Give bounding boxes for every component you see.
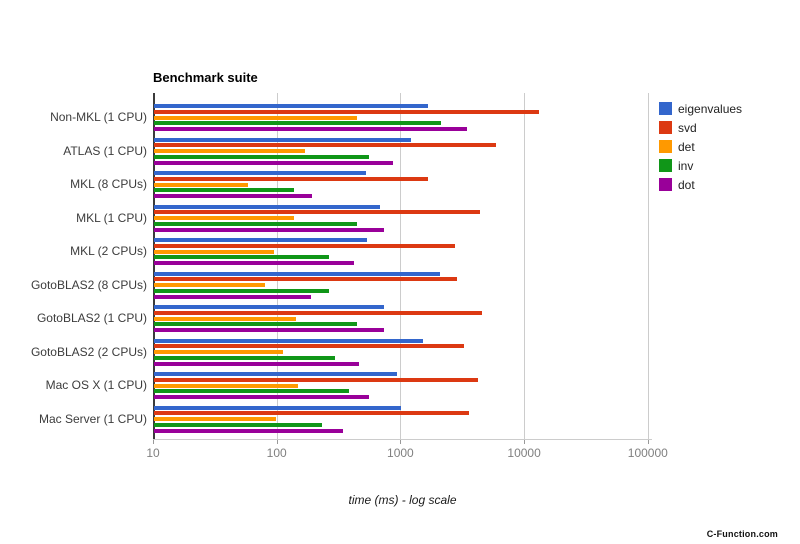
bar-svd	[154, 344, 464, 349]
legend-swatch	[659, 140, 672, 153]
bar-det	[154, 316, 296, 321]
category-label: GotoBLAS2 (1 CPU)	[36, 311, 147, 325]
x-tick-label: 10	[146, 446, 160, 460]
gridline	[647, 93, 649, 440]
bar-det	[154, 383, 298, 388]
bar-svd	[154, 243, 455, 248]
x-tick-label: 100	[266, 446, 287, 460]
legend-label: inv	[678, 158, 694, 173]
bar-eigenvalues	[154, 372, 397, 377]
legend-label: dot	[678, 177, 695, 192]
bar-dot	[154, 395, 370, 400]
legend-swatch	[659, 178, 672, 191]
category-label: MKL (1 CPU)	[76, 210, 147, 225]
bar-eigenvalues	[154, 137, 412, 142]
tick-mark	[647, 440, 649, 444]
x-axis-title: time (ms) - log scale	[348, 493, 457, 507]
bar-inv	[154, 355, 335, 360]
watermark: C-Function.com	[706, 529, 778, 539]
legend-label: det	[678, 139, 695, 154]
bar-det	[154, 249, 274, 254]
category-label: Non-MKL (1 CPU)	[50, 110, 147, 124]
legend-item-det: det	[659, 139, 742, 154]
bar-dot	[154, 294, 311, 299]
bar-eigenvalues	[154, 305, 385, 310]
bar-inv	[154, 389, 350, 394]
bar-det	[154, 417, 277, 422]
bar-inv	[154, 121, 442, 126]
category-label: Mac Server (1 CPU)	[38, 411, 147, 426]
category-label: GotoBLAS2 (2 CPUs)	[30, 344, 147, 359]
gridline	[276, 93, 278, 440]
plot-area: 10 100 1000 10000 100000	[146, 93, 668, 460]
bar-inv	[154, 322, 358, 327]
bar-dot	[154, 160, 394, 165]
bar-dot	[154, 127, 468, 132]
bar-det	[154, 216, 294, 221]
category-label: Mac OS X (1 CPU)	[45, 378, 147, 392]
legend-item-svd: svd	[659, 120, 742, 135]
tick-mark	[524, 440, 526, 444]
x-tick-label: 100000	[627, 446, 668, 460]
legend-label: svd	[678, 120, 697, 135]
bar-inv	[154, 188, 294, 193]
bar-inv	[154, 255, 330, 260]
bar-det	[154, 350, 283, 355]
tick-mark	[400, 440, 402, 444]
bar-det	[154, 182, 249, 187]
bar-svd	[154, 176, 429, 181]
bar-eigenvalues	[154, 271, 440, 276]
category-label: MKL (2 CPUs)	[70, 244, 147, 258]
bar-svd	[154, 411, 469, 416]
chart-title: Benchmark suite	[153, 70, 258, 85]
bar-dot	[154, 328, 385, 333]
bar-svd	[154, 310, 483, 315]
y-axis-line	[153, 93, 155, 440]
legend-swatch	[659, 159, 672, 172]
bar-svd	[154, 377, 479, 382]
bar-eigenvalues	[154, 171, 367, 176]
bar-det	[154, 283, 266, 288]
legend-swatch	[659, 121, 672, 134]
bar-dot	[154, 428, 343, 433]
bar-det	[154, 149, 305, 154]
bar-dot	[154, 361, 359, 366]
x-tick-label: 1000	[387, 446, 414, 460]
gridline	[524, 93, 526, 440]
category-label: ATLAS (1 CPU)	[63, 143, 147, 158]
bar-det	[154, 115, 358, 120]
x-tick-label: 10000	[507, 446, 541, 460]
bar-eigenvalues	[154, 338, 424, 343]
legend-swatch	[659, 102, 672, 115]
bar-inv	[154, 221, 358, 226]
bar-svd	[154, 109, 540, 114]
bar-svd	[154, 210, 480, 215]
bar-inv	[154, 422, 323, 427]
bar-dot	[154, 194, 313, 199]
bar-eigenvalues	[154, 104, 429, 109]
tick-mark	[276, 440, 278, 444]
legend: eigenvalues svd det inv dot	[659, 102, 742, 197]
x-axis-baseline	[153, 439, 652, 440]
bar-inv	[154, 154, 370, 159]
bar-inv	[154, 288, 330, 293]
bar-eigenvalues	[154, 204, 380, 209]
gridline	[400, 93, 402, 440]
bar-svd	[154, 143, 496, 148]
tick-mark	[153, 440, 154, 444]
legend-label: eigenvalues	[678, 101, 743, 116]
category-label: MKL (8 CPUs)	[70, 177, 147, 191]
legend-item-eigenvalues: eigenvalues	[659, 101, 743, 116]
legend-item-dot: dot	[659, 177, 742, 192]
bar-eigenvalues	[154, 238, 368, 243]
bar-dot	[154, 261, 354, 266]
bar-dot	[154, 227, 385, 232]
legend-item-inv: inv	[659, 158, 742, 173]
category-label: GotoBLAS2 (8 CPUs)	[30, 277, 147, 292]
bar-svd	[154, 277, 457, 282]
bar-eigenvalues	[154, 405, 402, 410]
